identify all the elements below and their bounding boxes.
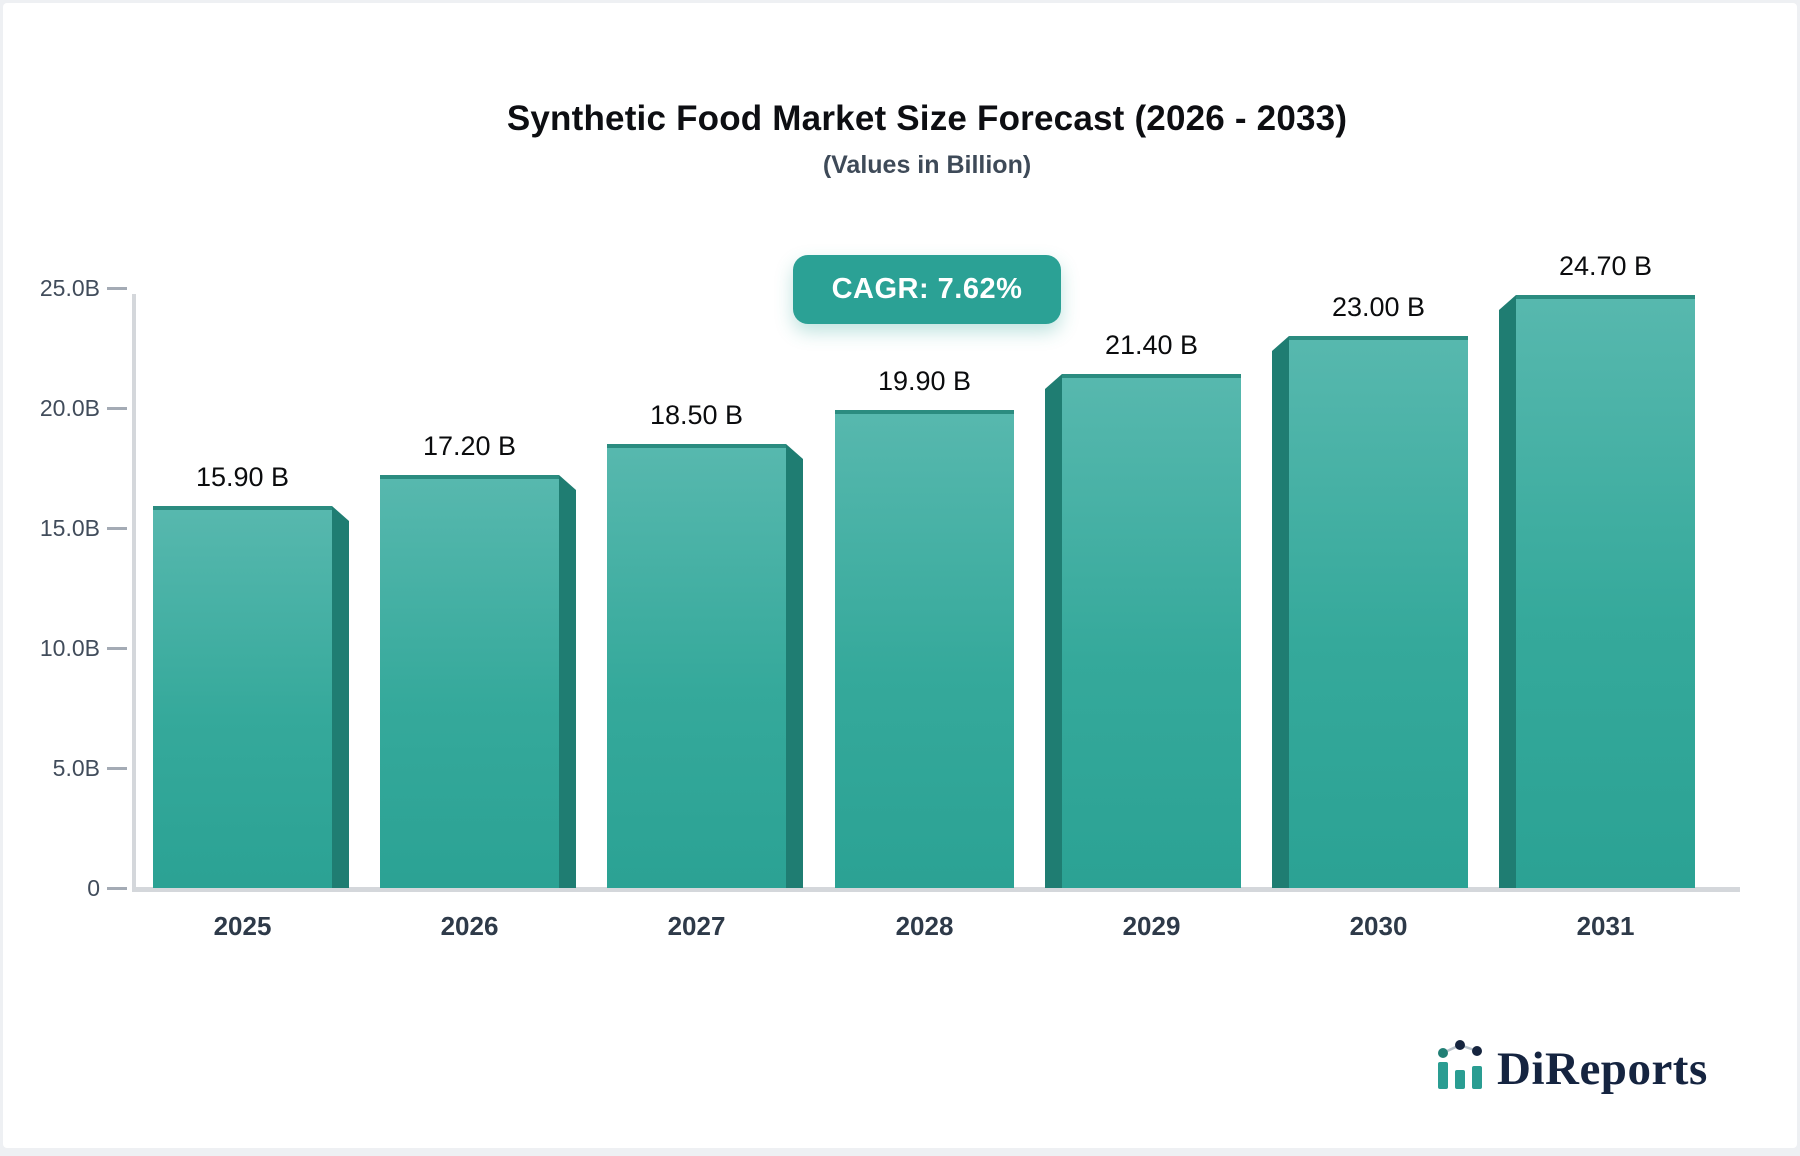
logo-text: DiReports [1497,1043,1708,1095]
y-axis-tick [107,887,127,890]
bar-3d-side [1499,295,1516,888]
bar [1062,374,1241,888]
y-axis-tick [107,767,127,770]
x-axis-label: 2027 [667,911,726,941]
bar [1516,295,1695,888]
bar-chart-plot: 25.0B 20.0B 15.0B 10.0B 5.0B 0 15.90 B 2025 17.2… [3,3,1797,1148]
cagr-badge: CAGR: 7.62% [793,255,1061,324]
bar-value-label: 21.40 B [1104,330,1199,360]
cagr-badge-label: CAGR: 7.62% [831,273,1023,305]
bar [380,475,559,888]
bar-3d-side [1045,374,1062,888]
y-axis-label: 0 [87,875,100,901]
y-axis-tick [107,407,127,410]
x-axis-label: 2030 [1349,911,1408,941]
x-axis-label: 2029 [1122,911,1181,941]
x-axis-label: 2026 [440,911,499,941]
bar [153,506,332,888]
y-axis-label: 10.0B [39,635,100,661]
y-axis-tick [107,527,127,530]
x-axis-label: 2025 [213,911,272,941]
x-axis-label: 2031 [1576,911,1635,941]
y-axis-label: 20.0B [39,395,100,421]
x-axis-line [132,887,1740,892]
bar-value-label: 24.70 B [1558,251,1653,281]
y-axis-tick [107,647,127,650]
y-axis-label: 25.0B [39,275,100,301]
bar-3d-side [559,475,576,888]
bar-3d-side [1272,336,1289,888]
bar-value-label: 23.00 B [1331,292,1426,322]
bar-3d-side [332,506,349,888]
bar-value-label: 19.90 B [877,366,972,396]
bar-value-label: 15.90 B [195,462,290,492]
bar [835,410,1014,888]
y-axis-tick [107,287,127,290]
chart-title: Synthetic Food Market Size Forecast (202… [506,99,1348,138]
direports-logo: DiReports [1433,1037,1708,1093]
bar [607,444,786,888]
chart-card: Synthetic Food Market Size Forecast (202… [3,3,1797,1148]
y-axis-label: 15.0B [39,515,100,541]
x-axis-label: 2028 [895,911,954,941]
chart-subtitle: (Values in Billion) [822,151,1032,180]
logo-chart-icon [1438,1040,1482,1089]
y-axis-line [132,294,136,892]
chart-header: Synthetic Food Market Size Forecast (202… [127,99,1727,180]
bar-3d-side [786,444,803,888]
bar [1289,336,1468,888]
y-axis-label: 5.0B [52,755,100,781]
bar-value-label: 17.20 B [422,431,517,461]
bar-value-label: 18.50 B [649,400,744,430]
